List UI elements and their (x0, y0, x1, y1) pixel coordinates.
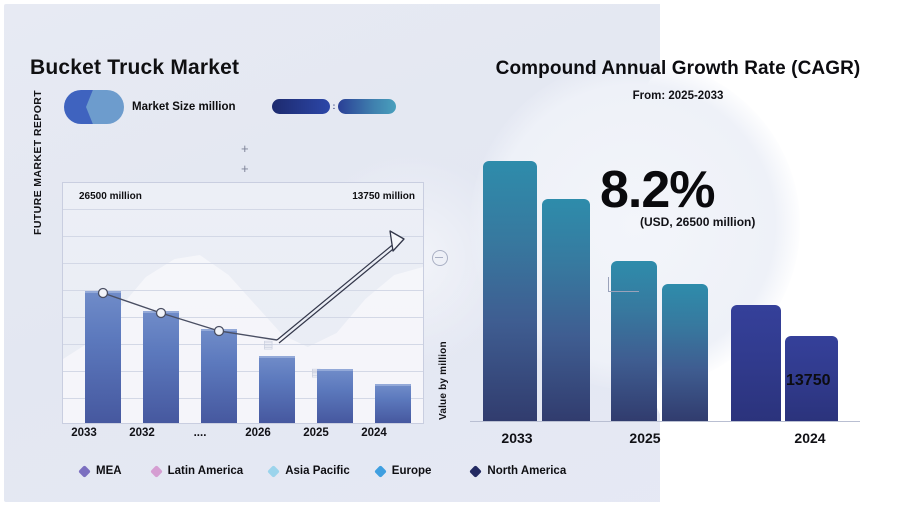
left-bar-2025 (317, 369, 353, 423)
plus-icon-2: + (241, 161, 249, 176)
pill-primary (272, 99, 330, 114)
left-chart-overlay (97, 230, 405, 344)
left-xlabel-5: 2024 (361, 427, 387, 439)
legend-label: Latin America (167, 465, 244, 477)
legend-label: North America (487, 465, 567, 477)
right-xlabel-0: 2033 (501, 430, 533, 446)
left-xlabel-3: 2026 (245, 427, 271, 439)
right-chart-y-axis-label: Value by million (438, 341, 449, 420)
pill-secondary (338, 99, 396, 114)
cagr-note: (USD, 26500 million) (640, 215, 756, 229)
right-subtitle: From: 2025-2033 (632, 90, 724, 102)
legend-marker-icon (78, 464, 91, 478)
right-bar-2033-b (542, 199, 590, 421)
legend-label: Asia Pacific (285, 465, 350, 477)
left-bar-dots (201, 329, 237, 423)
right-bar-2024-a (731, 305, 781, 421)
right-title: Compound Annual Growth Rate (CAGR) (495, 58, 861, 79)
right-bar-2025-a (611, 261, 657, 421)
left-bar-2024 (375, 384, 411, 423)
pill-legend: : (272, 99, 396, 114)
right-bar-2024-b (785, 336, 838, 421)
left-xlabel-4: 2025 (303, 427, 329, 439)
minus-circle-icon (432, 250, 448, 266)
legend-marker-icon (373, 464, 387, 478)
legend-label: MEA (96, 465, 122, 477)
legend-label: Europe (391, 465, 432, 477)
legend-marker-icon (267, 464, 281, 478)
ghost-icon-2: ▤ (311, 366, 321, 379)
legend-item-europe[interactable]: Europe (373, 464, 432, 478)
left-bar-2026 (259, 356, 295, 423)
right-bar-2033-a (483, 161, 537, 421)
plus-icon-1: + (241, 141, 249, 156)
right-xlabel-1: 2025 (629, 430, 661, 446)
market-size-label: Market Size million (132, 101, 236, 113)
right-chart-notch (608, 277, 639, 292)
left-title: Bucket Truck Market (30, 56, 240, 79)
right-bar-2025-b (662, 284, 708, 421)
legend-item-north-america[interactable]: North America (469, 464, 567, 478)
legend-marker-icon (149, 464, 163, 478)
right-chart-value-label: 13750 (786, 372, 831, 389)
legend-item-asia-pacific[interactable]: Asia Pacific (267, 464, 350, 478)
ghost-icon-1: ▤ (263, 339, 274, 351)
right-xlabel-2: 2024 (794, 430, 826, 446)
legend-marker-icon (469, 464, 483, 478)
legend-item-mea[interactable]: MEA (78, 464, 122, 478)
left-chart-caption-end: 13750 million (352, 191, 415, 202)
left-chart: ▤ ▤ 26500 million 13750 million (62, 182, 424, 424)
left-xlabel-1: 2032 (129, 427, 155, 439)
cagr-value: 8.2% (600, 161, 716, 219)
legend: MEA Latin America Asia Pacific Europe No… (78, 464, 567, 478)
legend-item-latin-america[interactable]: Latin America (149, 464, 244, 478)
market-size-shape-icon (64, 90, 124, 124)
left-xlabel-0: 2033 (71, 427, 97, 439)
market-size-legend: Market Size million (64, 90, 236, 124)
right-chart-baseline (470, 421, 860, 422)
left-chart-caption-start: 26500 million (79, 191, 142, 202)
left-xlabel-2: .... (193, 427, 207, 439)
left-chart-y-axis-label: FUTURE MARKET REPORT (32, 89, 44, 235)
pill-separator: : (332, 102, 336, 111)
